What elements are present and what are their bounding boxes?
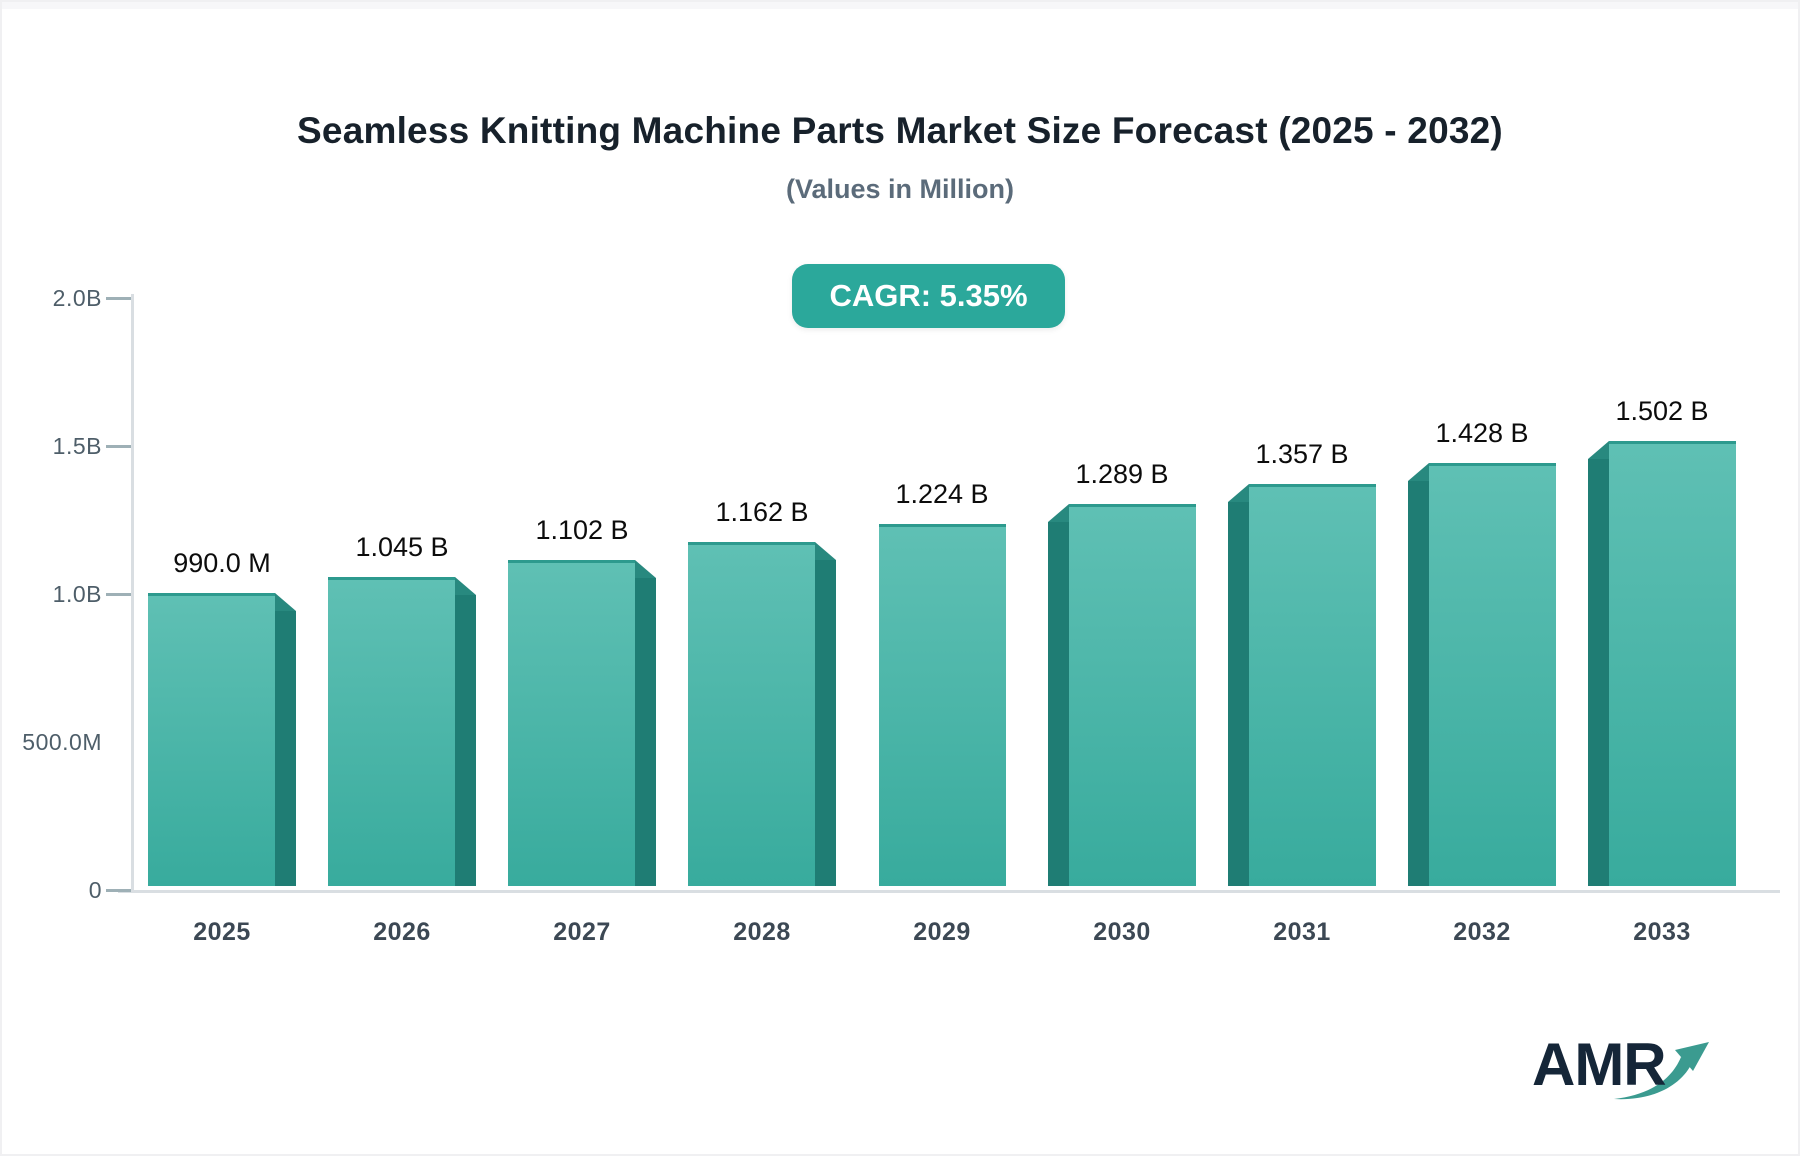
bar-2026 [328, 577, 476, 886]
y-axis-tick [106, 445, 131, 448]
chart-subtitle: (Values in Million) [785, 174, 1015, 204]
bar-slot-2032: 1.428 B [1392, 418, 1572, 886]
bar-value-label-2030: 1.289 B [1075, 459, 1169, 489]
bar-bevel-edge [635, 560, 656, 578]
bar-slot-2031: 1.357 B [1212, 439, 1392, 886]
bar-slot-2026: 1.045 B [312, 532, 492, 886]
y-axis-label-500.0M: 500.0M [22, 729, 102, 755]
bar-value-label-2026: 1.045 B [355, 532, 449, 562]
cagr-badge-label: CAGR: 5.35% [829, 278, 1028, 313]
bar-value-label-2032: 1.428 B [1435, 418, 1529, 448]
bar-bevel-edge [815, 542, 836, 560]
bar-side-face [1408, 481, 1429, 886]
y-axis-tick [106, 593, 131, 596]
x-axis-label-2030: 2030 [1093, 918, 1151, 946]
x-axis-label-2026: 2026 [373, 918, 431, 946]
bar-2032 [1408, 463, 1556, 886]
x-axis-label-2028: 2028 [733, 918, 791, 946]
bar-value-label-2028: 1.162 B [715, 497, 809, 527]
bar-face [508, 560, 635, 886]
bar-face [1429, 463, 1556, 886]
bar-slot-2025: 990.0 M [132, 548, 312, 886]
x-axis-label-2025: 2025 [193, 918, 251, 946]
bar-2025 [148, 593, 296, 886]
bar-side-face [455, 595, 476, 886]
bar-side-face [1228, 502, 1249, 886]
bar-2030 [1048, 504, 1196, 886]
bar-slot-2028: 1.162 B [672, 497, 852, 886]
bar-2031 [1228, 484, 1376, 886]
bar-slot-2033: 1.502 B [1572, 396, 1752, 886]
bar-bevel-edge [275, 593, 296, 611]
x-axis-label-2029: 2029 [913, 918, 971, 946]
canvas-top-border [2, 2, 1798, 9]
bar-bevel-edge [455, 577, 476, 595]
chart-title: Seamless Knitting Machine Parts Market S… [297, 110, 1503, 151]
bar-face [328, 577, 455, 886]
x-axis-label-2032: 2032 [1453, 918, 1511, 946]
bar-face [1609, 441, 1736, 886]
x-axis-label-2033: 2033 [1633, 918, 1691, 946]
bar-face [878, 524, 1006, 886]
bar-2029 [878, 524, 1006, 886]
y-axis-line [131, 294, 134, 893]
y-axis-label-2.0B: 2.0B [52, 285, 102, 311]
y-axis-tick [106, 297, 131, 300]
x-axis-line [118, 890, 1780, 893]
y-axis-label-0: 0 [88, 877, 102, 903]
bar-bevel-edge [1408, 463, 1429, 481]
bar-value-label-2027: 1.102 B [535, 515, 629, 545]
bar-side-face [1588, 459, 1609, 886]
bar-value-label-2029: 1.224 B [895, 479, 989, 509]
bar-bevel-edge [1048, 504, 1069, 522]
x-axis-label-2031: 2031 [1273, 918, 1331, 946]
bar-slot-2030: 1.289 B [1032, 459, 1212, 886]
x-axis-labels: 2025 2026 2027 2028 2029 2030 2031 2032 2033 [132, 918, 1752, 947]
bar-value-label-2033: 1.502 B [1615, 396, 1709, 426]
brand-logo: AMR [1532, 1030, 1732, 1120]
y-axis-tick [106, 889, 131, 892]
growth-arrow-icon [1614, 1042, 1709, 1100]
bar-2033 [1588, 441, 1736, 886]
bar-bevel-edge [1588, 441, 1609, 459]
x-axis-label-2027: 2027 [553, 918, 611, 946]
bar-slot-2027: 1.102 B [492, 515, 672, 886]
bar-face [1249, 484, 1376, 886]
bar-2027 [508, 560, 656, 886]
bar-face [1069, 504, 1196, 886]
bar-slot-2029: 1.224 B [852, 479, 1032, 886]
bars-area: 990.0 M 1.045 B 1.102 B 1.162 B 1.224 B 1.289… [132, 246, 1752, 886]
bar-side-face [815, 560, 836, 886]
y-axis-label-1.0B: 1.0B [52, 581, 102, 607]
bar-bevel-edge [1228, 484, 1249, 502]
bar-face [148, 593, 275, 886]
bar-2028 [688, 542, 836, 886]
bar-side-face [635, 578, 656, 886]
bar-side-face [275, 611, 296, 886]
bar-face [688, 542, 815, 886]
bar-value-label-2025: 990.0 M [173, 548, 271, 578]
cagr-badge: CAGR: 5.35% [792, 264, 1065, 328]
y-axis-label-1.5B: 1.5B [52, 433, 102, 459]
bar-side-face [1048, 522, 1069, 886]
brand-logo-text: AMR [1532, 1031, 1667, 1098]
bar-value-label-2031: 1.357 B [1255, 439, 1349, 469]
